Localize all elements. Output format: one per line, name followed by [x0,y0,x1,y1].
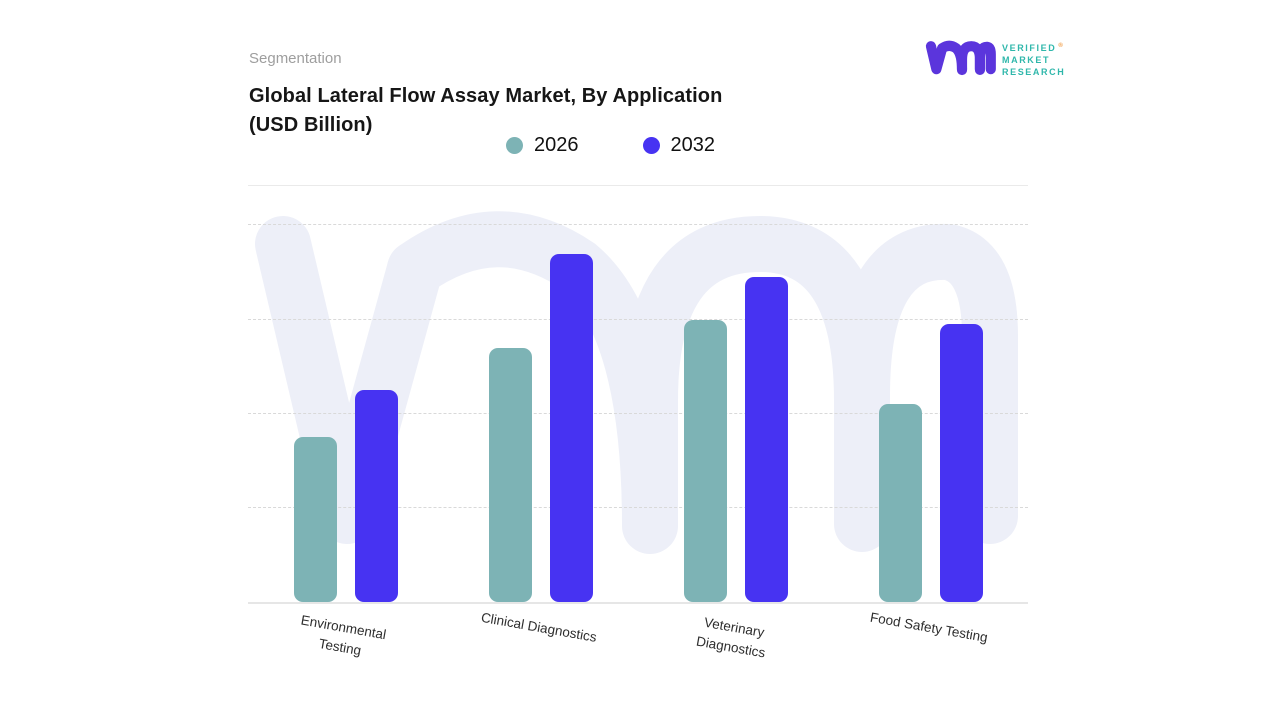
registered-mark-icon: ® [1058,42,1063,49]
x-label-cell-1: Environmental Testing [248,612,443,657]
bar-2032-2 [549,254,593,602]
plot-area [248,185,1028,604]
legend-dot-2026 [506,137,523,154]
chart-title: Global Lateral Flow Assay Market, By App… [249,85,723,136]
bar-group-2 [443,186,638,602]
bar-2026-2 [488,348,532,602]
x-axis-label-4: Food Safety Testing [868,609,989,646]
gridline [248,318,1028,320]
bar-group-1 [248,186,443,602]
gridline [248,412,1028,414]
legend-item-2032: 2032 [642,134,716,157]
gridline [248,224,1028,226]
legend-label-2026: 2026 [534,134,579,156]
x-axis-label-1: Environmental Testing [300,612,388,658]
x-label-cell-2: Clinical Diagnostics [443,610,638,657]
logo-word-research: RESEARCH [1002,66,1066,77]
x-label-cell-4: Food Safety Testing [833,610,1028,657]
legend-label-2032: 2032 [670,134,716,156]
legend-dot-2032 [642,137,660,154]
x-axis-label-3: Veterinary Diagnostics [694,614,767,661]
bar-groups [248,186,1028,602]
bar-2032-3 [744,277,788,602]
segmentation-label: Segmentation [249,50,342,67]
vmr-logo-wordmark: VERIFIED ® MARKET RESEARCH [1002,41,1065,78]
bar-2032-1 [354,390,398,602]
vmr-logo: VERIFIED ® MARKET RESEARCH [928,38,1065,80]
logo-word-market: MARKET [1002,54,1051,65]
x-axis-label-2: Clinical Diagnostics [479,609,598,645]
bar-group-3 [638,186,833,602]
bar-2026-1 [293,437,337,602]
bar-2026-3 [683,320,727,602]
bar-2032-4 [939,324,983,602]
chart-legend: 2026 2032 [506,134,715,157]
bar-group-4 [833,186,1028,602]
bar-2026-4 [878,404,922,602]
x-axis-labels: Environmental Testing Clinical Diagnostics… [248,610,1028,660]
gridline [248,506,1028,508]
logo-word-verified: VERIFIED ® [1002,42,1063,53]
vmr-logo-mark [928,38,994,80]
x-label-cell-3: Veterinary Diagnostics [638,615,833,660]
legend-item-2026: 2026 [506,134,579,157]
